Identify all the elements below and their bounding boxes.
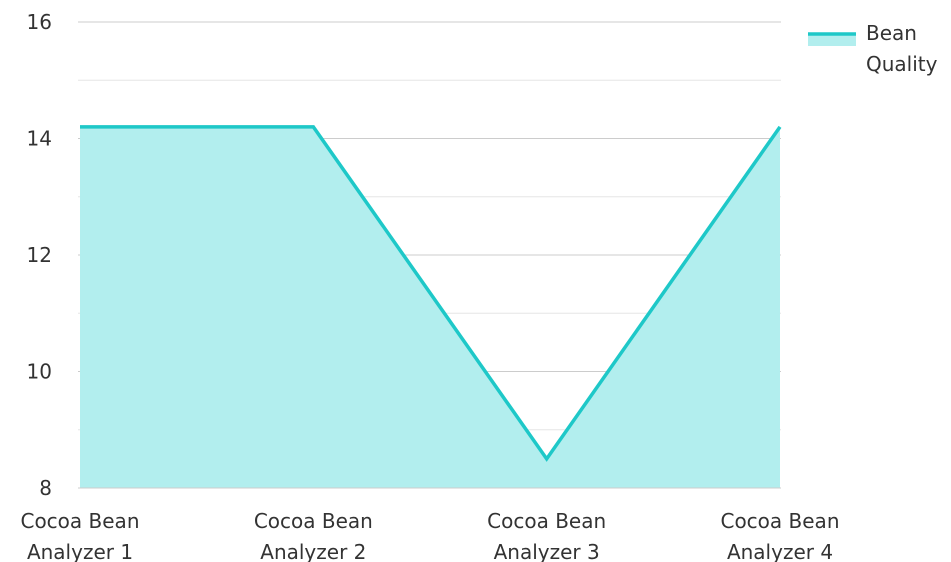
x-tick-label-3: Cocoa Bean Analyzer 3 <box>487 509 606 562</box>
legend-swatch-fill <box>808 34 856 46</box>
y-tick-label-16: 16 <box>27 10 52 34</box>
x-tick-label-2: Cocoa Bean Analyzer 2 <box>254 509 373 562</box>
y-tick-label-10: 10 <box>27 360 52 384</box>
legend: Bean Quality <box>808 21 938 76</box>
legend-label: Bean Quality <box>866 21 938 76</box>
x-axis: Cocoa Bean Analyzer 1 Cocoa Bean Analyzer 2… <box>20 487 840 562</box>
x-tick-label-4: Cocoa Bean Analyzer 4 <box>720 509 839 562</box>
y-tick-label-8: 8 <box>39 476 52 500</box>
plot-area <box>80 125 782 488</box>
series-area-fill <box>80 126 780 488</box>
series-line <box>80 125 782 462</box>
y-axis: 8 10 12 14 16 <box>27 10 52 500</box>
x-tick-label-1: Cocoa Bean Analyzer 1 <box>20 509 139 562</box>
y-tick-label-14: 14 <box>27 127 52 151</box>
y-tick-label-12: 12 <box>27 243 52 267</box>
